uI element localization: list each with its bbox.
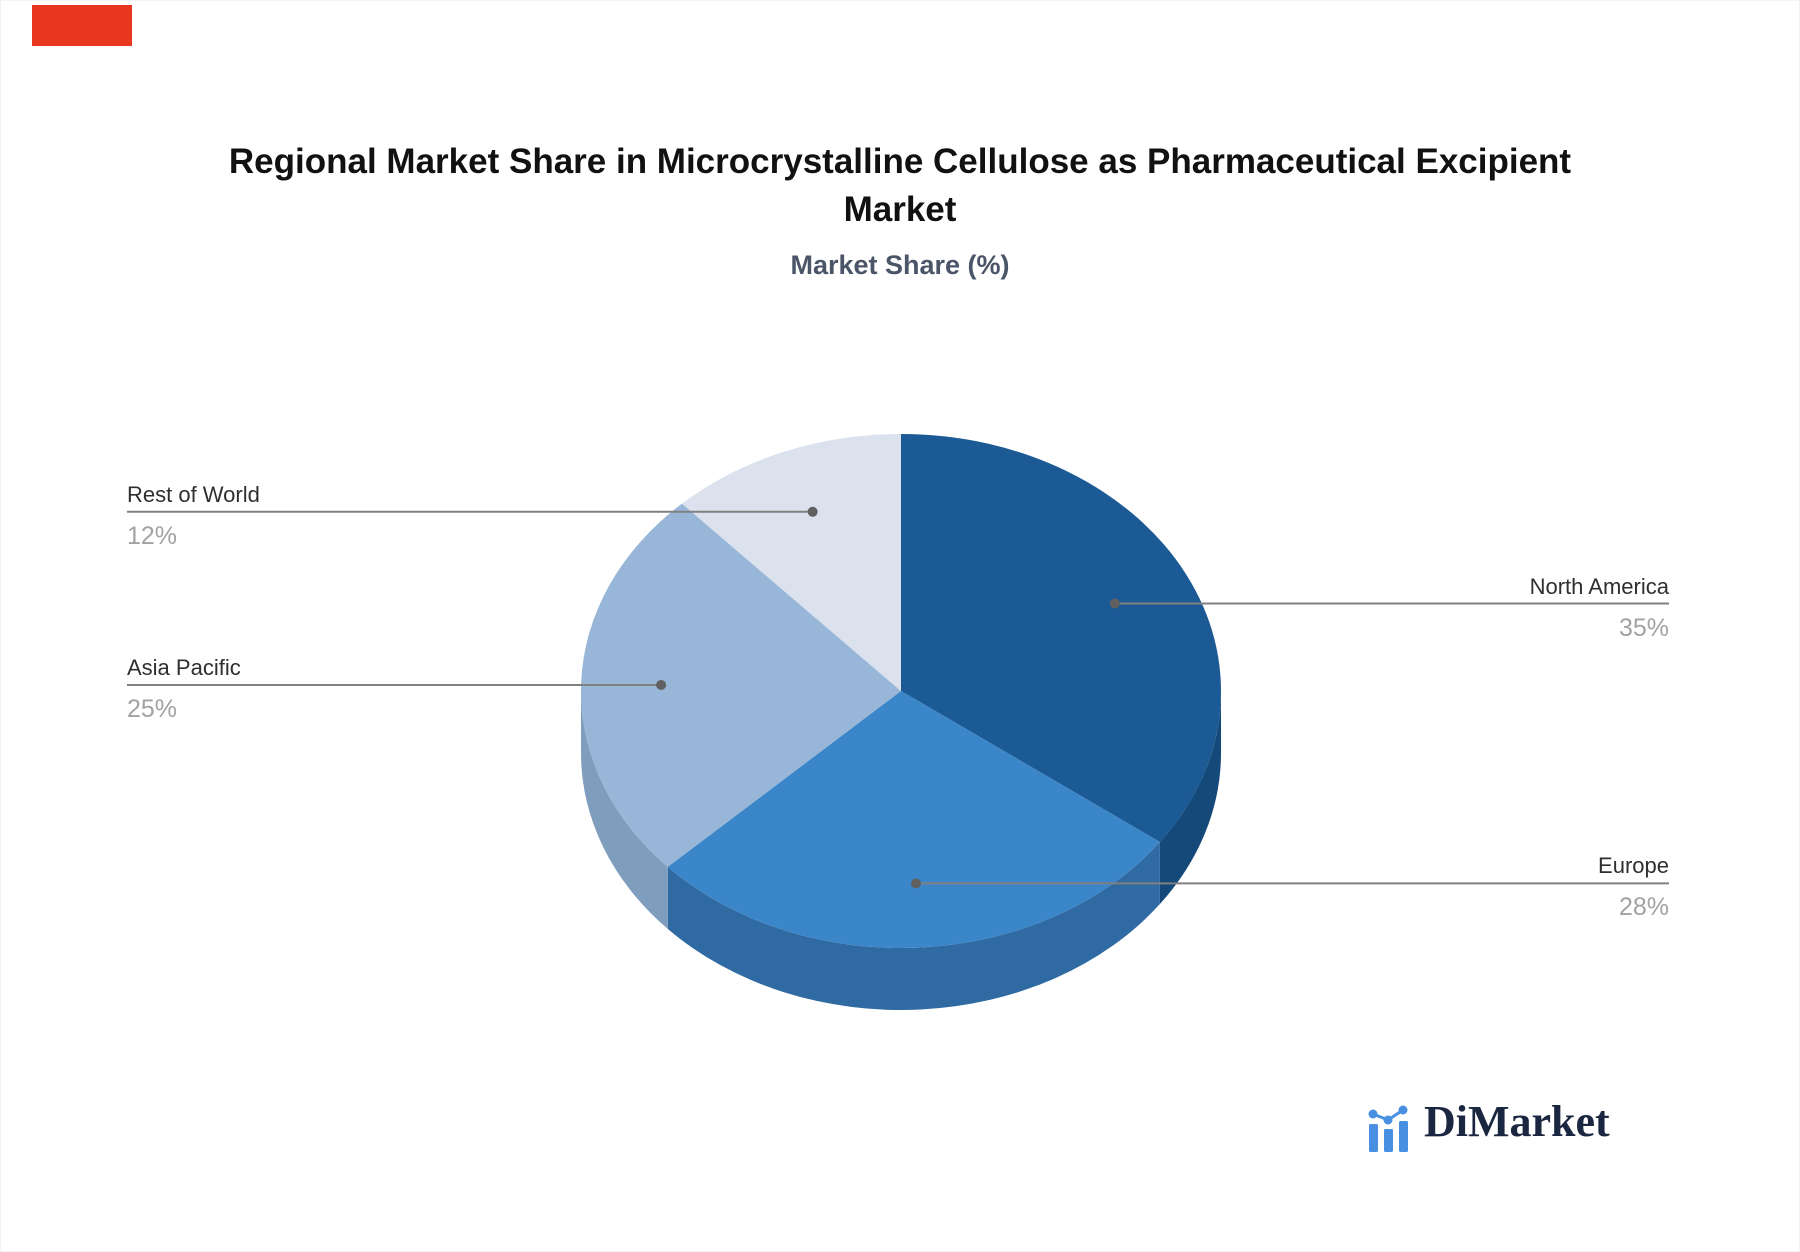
red-annotation-marker — [32, 5, 132, 46]
pie-connector-dot-north-america — [1109, 598, 1120, 609]
pie-label-europe: Europe 28% — [1598, 852, 1669, 922]
pie-label-rest-of-world: Rest of World 12% — [127, 481, 260, 551]
pie-label-asia-pacific: Asia Pacific 25% — [127, 654, 241, 724]
pie-slice-side-north-america — [1159, 691, 1221, 905]
bar-line-chart-icon — [1368, 1105, 1408, 1152]
slice-value: 25% — [127, 695, 178, 723]
pie-slice-side-europe — [667, 842, 1160, 1011]
slice-value: 35% — [1618, 614, 1669, 642]
logo-text: DiMarket — [1424, 1097, 1610, 1146]
pie-connector-dot-rest-of-world — [807, 506, 818, 517]
pie-slice-north-america — [901, 434, 1221, 843]
pie-connector-dot-europe — [911, 878, 922, 889]
pie-slice-rest-of-world — [681, 434, 901, 691]
slice-label: North America — [1529, 574, 1669, 599]
slice-value: 28% — [1618, 893, 1669, 921]
pie-slice-side-asia-pacific — [581, 691, 668, 929]
slice-label: Rest of World — [127, 482, 260, 507]
slice-label: Europe — [1598, 853, 1669, 878]
chart-title: Regional Market Share in Microcrystallin… — [228, 142, 1572, 229]
slice-value: 12% — [127, 522, 178, 550]
slice-label: Asia Pacific — [127, 655, 241, 680]
pie-slice-asia-pacific — [581, 503, 901, 867]
pie-connector-dot-asia-pacific — [656, 679, 667, 690]
pie-label-north-america: North America 35% — [1530, 573, 1669, 643]
chart-subtitle: Market Share (%) — [790, 250, 1010, 280]
